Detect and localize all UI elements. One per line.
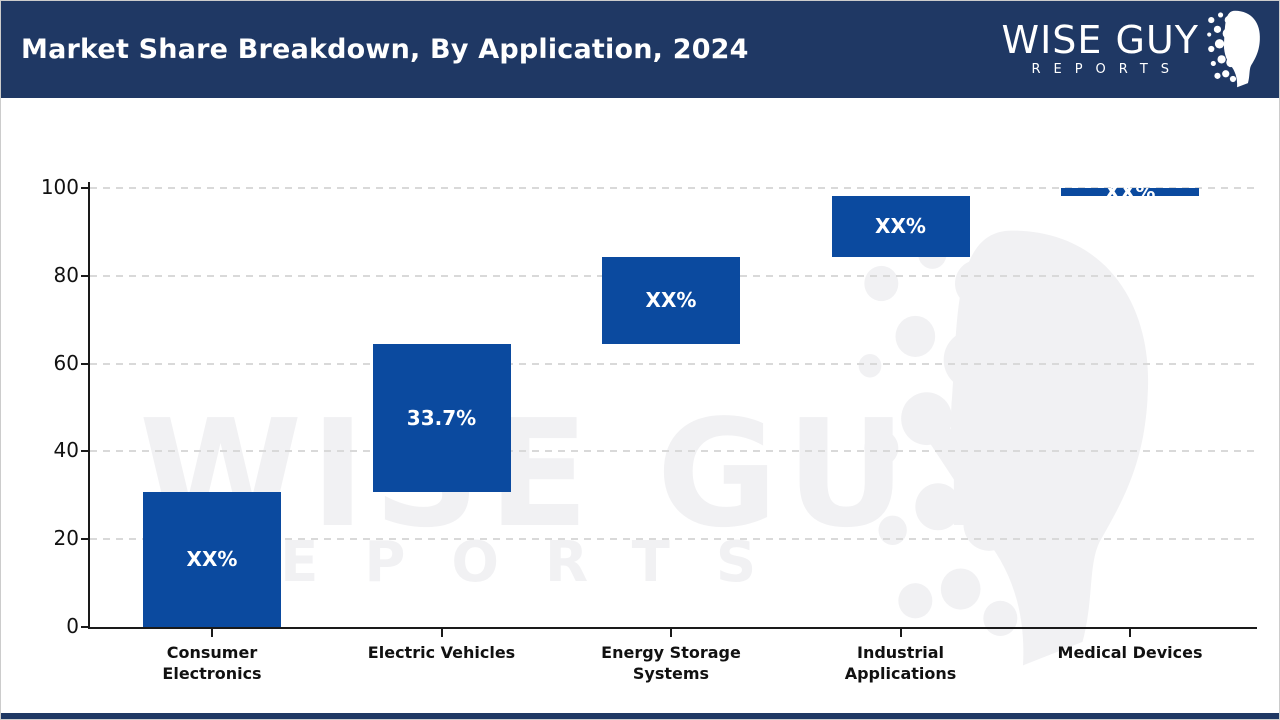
brand-wordmark: WISE GUY REPORTS xyxy=(1002,20,1199,78)
x-axis-category-label: Medical Devices xyxy=(1057,643,1203,662)
y-tick-mark xyxy=(81,538,90,541)
x-tick-mark xyxy=(670,629,672,637)
brand-subname: REPORTS xyxy=(1031,62,1183,77)
y-axis-tick-label: 40 xyxy=(53,438,79,463)
y-tick-mark xyxy=(81,450,90,453)
gridline xyxy=(90,538,1257,541)
page-title: Market Share Breakdown, By Application, … xyxy=(21,34,749,65)
x-axis-category-label: Consumer Electronics xyxy=(162,643,262,683)
y-axis-tick-label: 80 xyxy=(53,262,79,287)
bar-segment: XX% xyxy=(602,256,740,344)
y-axis-tick-label: 60 xyxy=(53,350,79,375)
bar-segment: XX% xyxy=(143,491,281,627)
y-tick-mark xyxy=(81,362,90,365)
gridline xyxy=(90,362,1257,365)
watermark-subtext: REPORTS xyxy=(191,530,803,595)
y-axis-line xyxy=(88,182,90,629)
bar-value-label: 33.7% xyxy=(406,405,477,430)
gridline xyxy=(90,187,1257,189)
x-tick-mark xyxy=(1129,629,1131,637)
y-tick-mark xyxy=(81,274,90,277)
bar-value-label: XX% xyxy=(186,547,238,572)
chart-area: WISE GUY REPORTS 0 20 40 60 80 100 XX% Consume… xyxy=(1,98,1279,713)
x-tick-mark xyxy=(899,629,902,637)
bar-segment: XX% xyxy=(1061,188,1199,196)
gridline xyxy=(90,450,1257,453)
footer-bar xyxy=(1,713,1279,719)
bar-value-label: XX% xyxy=(875,214,926,239)
y-axis-tick-label: 0 xyxy=(66,614,79,638)
bar-segment: XX% xyxy=(831,195,970,257)
head-profile-icon xyxy=(1207,10,1260,88)
x-axis-line xyxy=(88,627,1257,629)
x-tick-mark xyxy=(211,629,213,637)
x-tick-mark xyxy=(440,629,443,637)
y-axis-tick-label: 100 xyxy=(40,175,79,199)
y-tick-mark xyxy=(81,187,90,189)
x-axis-category-label: Energy Storage Systems xyxy=(601,643,741,683)
watermark-text: WISE GUY xyxy=(139,388,1030,560)
brand-name: WISE GUY xyxy=(1001,18,1199,62)
brand-logo: WISE GUY REPORTS xyxy=(1002,7,1265,91)
bar-value-label: XX% xyxy=(645,288,697,313)
header-bar: Market Share Breakdown, By Application, … xyxy=(1,1,1279,98)
y-axis-tick-label: 20 xyxy=(53,526,79,551)
x-axis-category-label: Industrial Applications xyxy=(844,643,957,683)
bar-segment: 33.7% xyxy=(372,343,511,492)
bar-value-label: XX% xyxy=(1105,188,1156,196)
y-tick-mark xyxy=(81,626,90,628)
x-axis-category-label: Electric Vehicles xyxy=(367,643,516,662)
watermark-head-icon xyxy=(858,230,1149,666)
